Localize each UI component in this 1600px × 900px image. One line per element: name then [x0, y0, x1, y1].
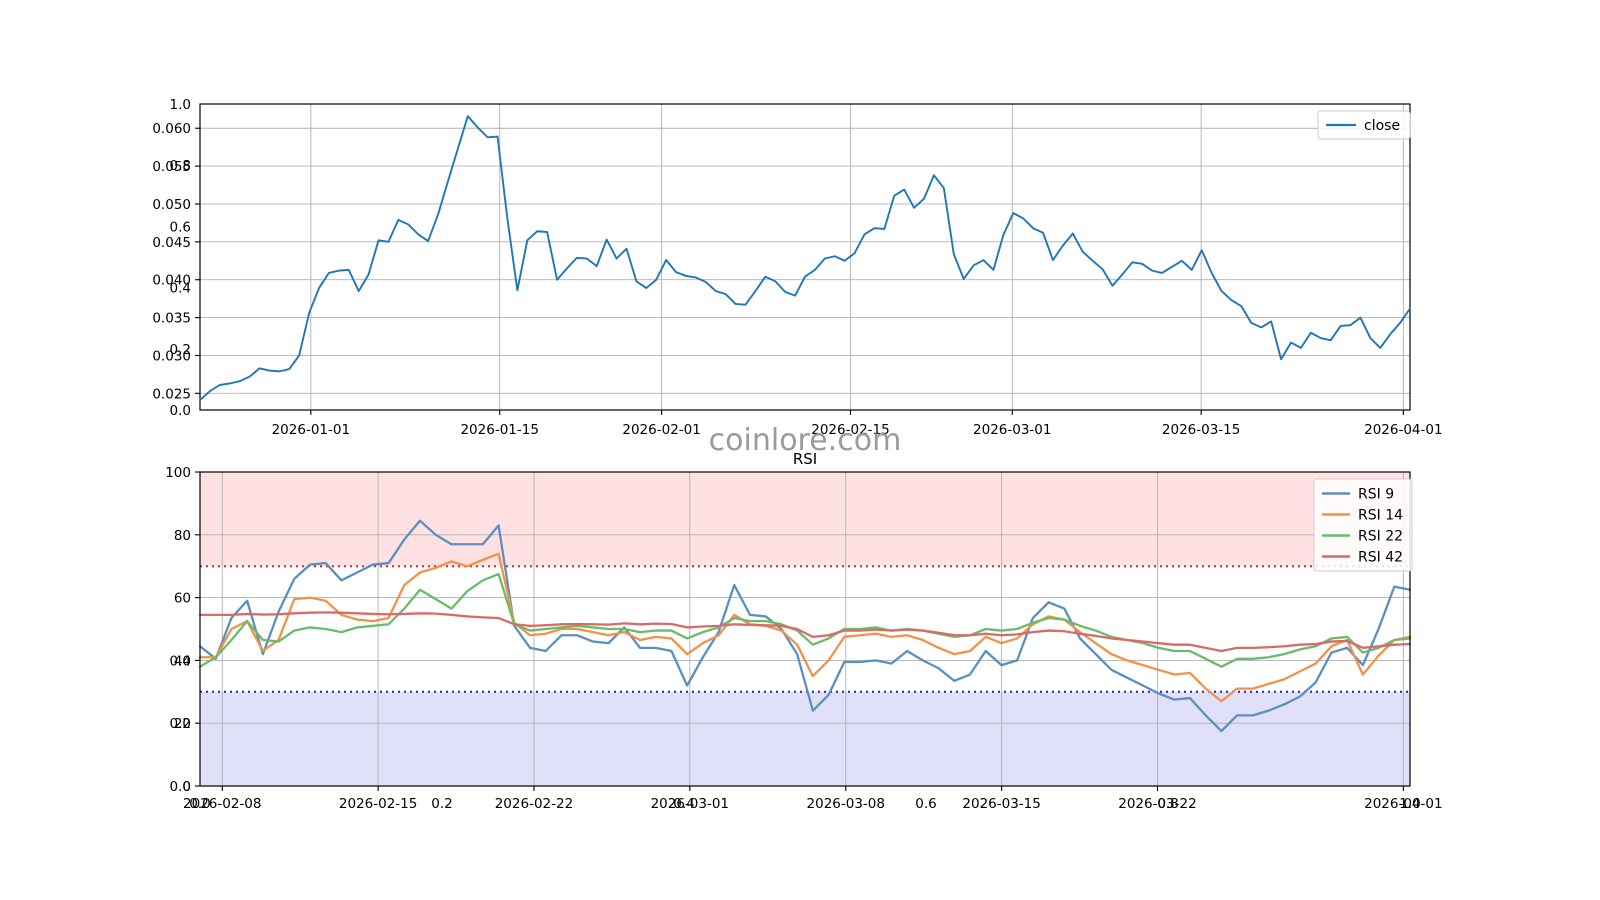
rsi-ytick-label: 60 — [174, 591, 191, 607]
rsi-ytick-label: 80 — [174, 528, 191, 544]
rsi-legend-label-rsi-9: RSI 9 — [1358, 487, 1394, 503]
price-ytick-label: 0.030 — [152, 348, 191, 364]
rsi-oversold-band — [200, 691, 1410, 786]
price-secondary-ytick-label: 0.4 — [170, 281, 191, 297]
price-ytick-label: 0.040 — [152, 273, 191, 289]
rsi-secondary-xtick-label: 0.0 — [189, 796, 210, 812]
rsi-secondary-xtick-label: 0.8 — [1157, 796, 1178, 812]
rsi-overbought-band — [200, 472, 1410, 567]
rsi-secondary-ytick-label: 0.4 — [170, 653, 191, 669]
price-axes-frame — [199, 103, 1411, 411]
price-secondary-ytick-label: 0.2 — [170, 342, 191, 358]
rsi-xtick-label: 2026-02-22 — [495, 796, 573, 812]
price-panel: 0.025 0.030 0.035 0.040 0.045 0.050 0.055 0.060… — [152, 97, 1442, 438]
price-xtick-label: 2026-03-01 — [973, 422, 1051, 438]
price-ytick-label: 0.035 — [152, 311, 191, 327]
price-ytick-label: 0.055 — [152, 159, 191, 175]
price-legend-label-close: close — [1364, 118, 1400, 134]
price-ytick-label: 0.060 — [152, 121, 191, 137]
rsi-ytick-label: 100 — [165, 465, 191, 481]
rsi-series-rsi-22 — [198, 572, 1412, 668]
price-legend-box — [1317, 110, 1411, 140]
rsi-secondary-xtick-label: 0.2 — [431, 796, 452, 812]
price-xtick-label: 2026-01-01 — [272, 422, 350, 438]
price-xtick-label: 2026-02-15 — [811, 422, 889, 438]
rsi-xtick-label: 2026-03-22 — [1118, 796, 1196, 812]
rsi-secondary-xtick-label: 1.0 — [1399, 796, 1420, 812]
rsi-xtick-label: 2026-02-15 — [339, 796, 417, 812]
price-legend[interactable]: close — [1317, 110, 1411, 140]
rsi-ytick-label: 20 — [174, 716, 191, 732]
rsi-legend-label-rsi-14: RSI 14 — [1358, 508, 1403, 524]
rsi-xtick-label: 2026-04-01 — [1364, 796, 1442, 812]
rsi-legend-label-rsi-22: RSI 22 — [1358, 529, 1403, 545]
watermark-text: coinlore.com — [709, 423, 902, 458]
rsi-series-rsi-9 — [198, 519, 1412, 733]
price-series-close — [199, 115, 1411, 402]
price-ytick-label: 0.050 — [152, 197, 191, 213]
rsi-xtick-label: 2026-02-08 — [183, 796, 261, 812]
price-ytick-label: 0.045 — [152, 235, 191, 251]
price-secondary-ytick-label: 1.0 — [170, 97, 191, 113]
rsi-legend-label-rsi-42: RSI 42 — [1358, 550, 1403, 566]
rsi-xtick-label: 2026-03-15 — [962, 796, 1040, 812]
rsi-axes-frame — [199, 471, 1411, 787]
rsi-series-rsi-14 — [198, 552, 1412, 703]
price-secondary-ytick-label: 0.8 — [170, 158, 191, 174]
price-xtick-label: 2026-02-01 — [622, 422, 700, 438]
price-secondary-ytick-label: 0.0 — [170, 403, 191, 419]
price-secondary-ytick-label: 0.6 — [170, 219, 191, 235]
price-xtick-label: 2026-04-01 — [1364, 422, 1442, 438]
rsi-panel: 0 20 40 60 80 100 2026-02-08 2026-02-15 2026-02-… — [165, 450, 1442, 812]
rsi-ytick-label: 40 — [174, 653, 191, 669]
price-xtick-label: 2026-01-15 — [460, 422, 538, 438]
rsi-series-rsi-42 — [198, 611, 1412, 653]
rsi-xtick-label: 2026-03-08 — [807, 796, 885, 812]
rsi-legend[interactable]: RSI 9 RSI 14 RSI 22 RSI 42 — [1313, 478, 1413, 572]
rsi-panel-title: RSI — [793, 450, 817, 468]
rsi-secondary-xtick-label: 0.6 — [915, 796, 936, 812]
rsi-ytick-label: 0 — [182, 779, 191, 795]
rsi-secondary-ytick-label: 0.0 — [170, 779, 191, 795]
price-plot-background — [200, 104, 1410, 410]
rsi-legend-box — [1313, 478, 1413, 572]
rsi-xtick-label: 2026-03-01 — [651, 796, 729, 812]
price-ytick-label: 0.025 — [152, 386, 191, 402]
rsi-secondary-xtick-label: 0.4 — [673, 796, 694, 812]
price-xtick-label: 2026-03-15 — [1162, 422, 1240, 438]
rsi-secondary-ytick-label: 0.2 — [170, 716, 191, 732]
